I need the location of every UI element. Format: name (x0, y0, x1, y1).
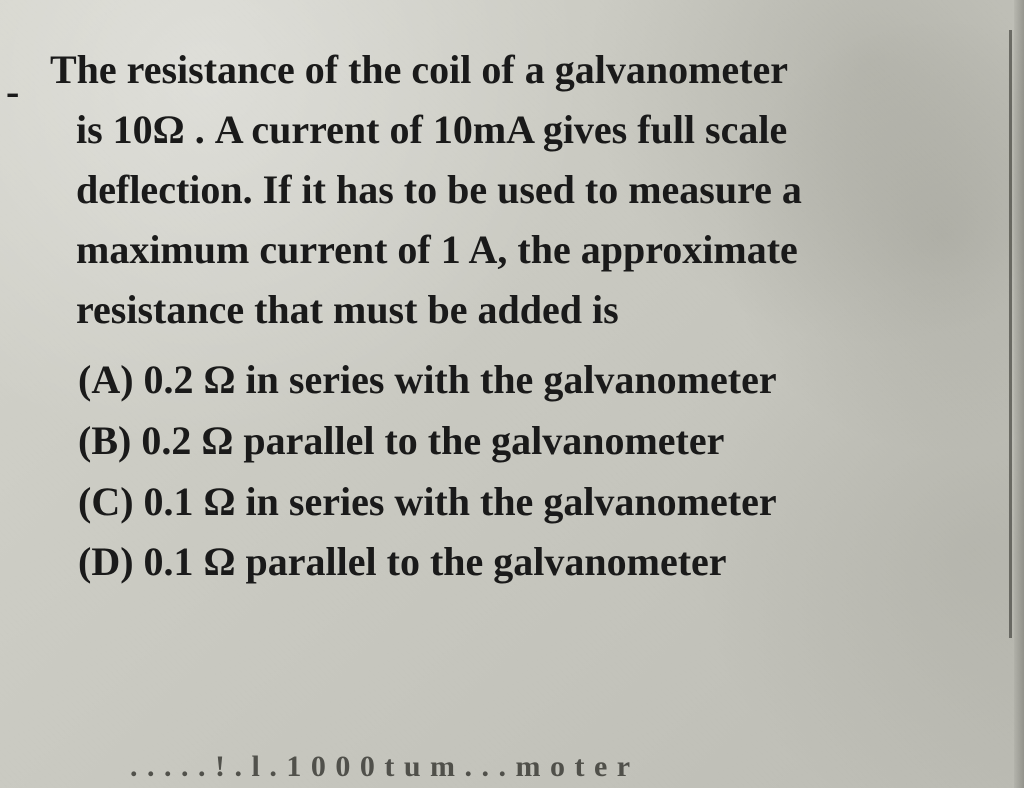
cursor-overlay-char: d (497, 287, 519, 332)
option-c: (C) 0.1 Ω in series with the galvanomete… (78, 472, 994, 533)
option-a: (A) 0.2 Ω in series with the galvanomete… (78, 350, 994, 411)
line5-pre: resistance that must be a (76, 287, 497, 332)
lead-bullet: - (6, 68, 19, 115)
question-stem: The resistance of the coil of a galvanom… (10, 40, 994, 340)
question-line-5: resistance that must be added is (50, 280, 964, 340)
question-line-2: is 10Ω . A current of 10mA gives full sc… (50, 100, 964, 160)
question-line-3: deflection. If it has to be used to meas… (50, 160, 964, 220)
options-list: (A) 0.2 Ω in series with the galvanomete… (10, 350, 994, 593)
line5-post: ded is (520, 287, 619, 332)
option-d: (D) 0.1 Ω parallel to the galvanometer (78, 532, 994, 593)
page-container: - The resistance of the coil of a galvan… (0, 0, 1024, 788)
question-line-1: The resistance of the coil of a galvanom… (50, 40, 964, 100)
question-line-4: maximum current of 1 A, the approximate (50, 220, 964, 280)
option-b: (B) 0.2 Ω parallel to the galvanometer (78, 411, 994, 472)
bottom-cropped-text: . . . . . ! . l . 1 0 0 0 t u m . . . m … (130, 750, 964, 784)
